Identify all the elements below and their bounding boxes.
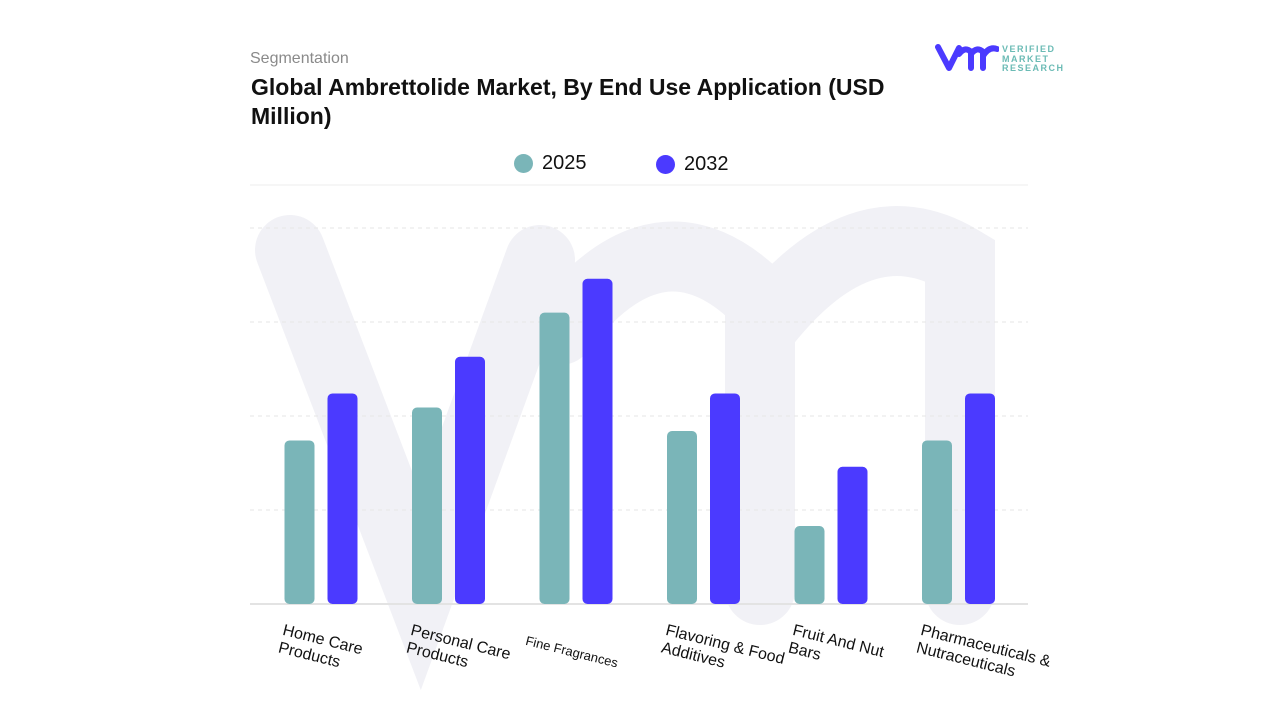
logo-text: VERIFIED MARKET RESEARCH — [1002, 44, 1065, 74]
bar-2032 — [837, 466, 868, 604]
bar-2025 — [412, 407, 442, 604]
logo-line: RESEARCH — [1002, 63, 1065, 73]
bar-2025 — [922, 440, 952, 604]
legend-swatch — [514, 154, 533, 173]
legend-label: 2032 — [684, 153, 729, 175]
bar-2025 — [284, 440, 315, 604]
bar-2025 — [667, 431, 697, 604]
vmr-logo — [935, 44, 999, 71]
chart-title: Global Ambrettolide Market, By End Use A… — [251, 74, 885, 129]
logo-line: MARKET — [1002, 53, 1050, 64]
logo-line: VERIFIED — [1002, 44, 1056, 54]
segment-label: Segmentation — [250, 50, 349, 67]
bar-2032 — [710, 393, 740, 604]
legend-item-2025: 2025 — [514, 152, 587, 175]
bar-2032 — [455, 356, 485, 604]
bar-2032 — [327, 393, 358, 604]
legend-label: 2025 — [542, 152, 587, 174]
legend-item-2032: 2032 — [656, 153, 729, 176]
bar-2025 — [794, 525, 825, 604]
bar-2032 — [582, 278, 613, 604]
legend-swatch — [656, 155, 675, 174]
bar-2032 — [965, 393, 995, 604]
bar-2025 — [539, 312, 570, 604]
